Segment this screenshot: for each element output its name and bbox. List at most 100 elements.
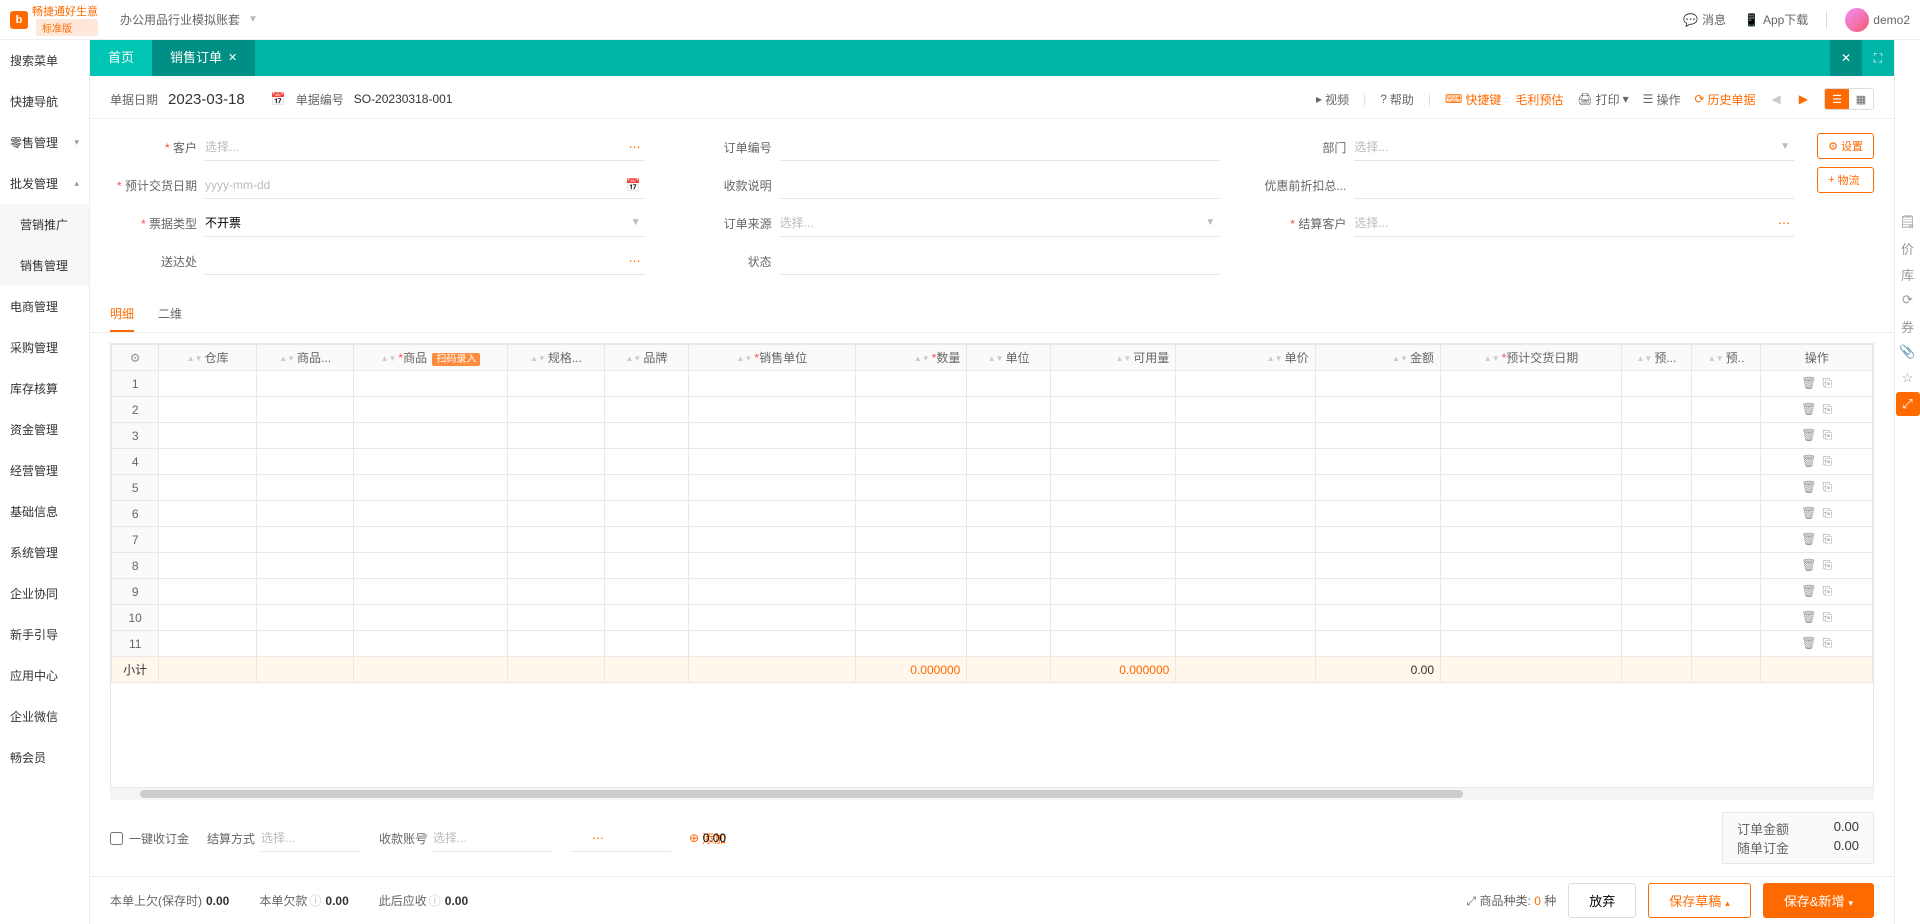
sidebar-item[interactable]: 零售管理▾ [0,122,89,163]
delivery-date-input[interactable] [205,178,622,192]
copy-row-icon[interactable]: ⎘ [1823,480,1833,494]
sidebar-item[interactable]: 电商管理 [0,286,89,327]
copy-row-icon[interactable]: ⎘ [1823,428,1833,442]
copy-row-icon[interactable]: ⎘ [1823,584,1833,598]
rt-history-icon[interactable]: ⟳ [1896,288,1920,312]
sidebar-item[interactable]: 应用中心 [0,655,89,696]
table-row[interactable]: 6🗑⎘ [112,501,1873,527]
tab-sales-order[interactable]: 销售订单 ✕ [152,40,255,76]
gross-profit-link[interactable]: 毛利预估 [1515,91,1563,108]
table-row[interactable]: 5🗑⎘ [112,475,1873,501]
tab-home[interactable]: 首页 [90,40,152,76]
more-icon[interactable]: ⋯ [1774,216,1794,230]
table-row[interactable]: 10🗑⎘ [112,605,1873,631]
table-row[interactable]: 9🗑⎘ [112,579,1873,605]
chevron-down-icon[interactable]: ▼ [416,832,434,843]
order-source-input[interactable] [780,216,1202,230]
sidebar-item[interactable]: 基础信息 [0,491,89,532]
next-doc[interactable]: ▶ [1797,92,1810,106]
copy-row-icon[interactable]: ⎘ [1823,454,1833,468]
sidebar-item[interactable]: 系统管理 [0,532,89,573]
delete-row-icon[interactable]: 🗑 [1801,610,1816,624]
more-icon[interactable]: ⋯ [625,140,645,154]
deposit-checkbox[interactable]: 一键收订金 [110,830,189,847]
message-button[interactable]: 💬 消息 [1683,11,1726,28]
chevron-down-icon[interactable]: ▼ [627,217,645,228]
table-row[interactable]: 8🗑⎘ [112,553,1873,579]
pre-discount-input[interactable] [1354,178,1794,192]
sidebar-item[interactable]: 资金管理 [0,409,89,450]
video-link[interactable]: ▸ 视频 [1316,91,1349,108]
table-row[interactable]: 1🗑⎘ [112,371,1873,397]
table-settings[interactable]: ⚙ [112,345,159,371]
table-row[interactable]: 2🗑⎘ [112,397,1873,423]
app-download-button[interactable]: 📱 App下载 [1744,11,1808,28]
save-draft-button[interactable]: 保存草稿▴ [1648,883,1751,918]
table-row[interactable]: 7🗑⎘ [112,527,1873,553]
chevron-down-icon[interactable]: ▼ [1776,141,1794,152]
deposit-checkbox-input[interactable] [110,832,123,845]
view-grid[interactable]: ▦ [1849,89,1873,109]
calendar-icon[interactable]: 📅 [622,178,645,192]
delete-row-icon[interactable]: 🗑 [1801,480,1816,494]
copy-row-icon[interactable]: ⎘ [1823,558,1833,572]
delete-row-icon[interactable]: 🗑 [1801,558,1816,572]
sidebar-item[interactable]: 营销推广 [0,204,89,245]
account-input[interactable] [433,831,588,845]
rt-ticket-icon[interactable]: 券 [1896,314,1920,338]
sidebar-item[interactable]: 批发管理▴ [0,163,89,204]
view-list[interactable]: ☰ [1825,89,1849,109]
sidebar-item[interactable]: 新手引导 [0,614,89,655]
delivery-addr-input[interactable] [205,254,625,268]
sidebar-item[interactable]: 企业微信 [0,696,89,737]
delete-row-icon[interactable]: 🗑 [1801,376,1816,390]
user-menu[interactable]: demo2 [1845,8,1910,32]
calendar-icon[interactable]: 📅 [271,92,286,106]
chevron-down-icon[interactable]: ▼ [1201,217,1219,228]
tab-2d[interactable]: 二维 [158,297,182,332]
save-new-button[interactable]: 保存&新增▾ [1763,883,1874,918]
discard-button[interactable]: 放弃 [1568,883,1636,918]
status-input[interactable] [780,254,1220,268]
copy-row-icon[interactable]: ⎘ [1823,532,1833,546]
scan-badge[interactable]: 扫码录入 [432,353,480,366]
print-button[interactable]: 🖨 打印 ▾ [1577,91,1628,108]
rt-note-icon[interactable]: 🗒 [1896,210,1920,234]
customer-input[interactable] [205,140,625,154]
operate-button[interactable]: ☰ 操作 [1643,91,1681,108]
expand-icon[interactable]: ⤢ [1467,894,1477,908]
sidebar-item[interactable]: 搜索菜单 [0,40,89,81]
copy-row-icon[interactable]: ⎘ [1823,506,1833,520]
table-row[interactable]: 11🗑⎘ [112,631,1873,657]
invoice-type-input[interactable] [205,216,627,230]
rt-expand-icon[interactable]: ⤢ [1896,392,1920,416]
rt-star-icon[interactable]: ☆ [1896,366,1920,390]
copy-row-icon[interactable]: ⎘ [1823,376,1833,390]
delete-row-icon[interactable]: 🗑 [1801,402,1816,416]
horizontal-scrollbar[interactable] [110,788,1874,800]
tabs-close-all[interactable]: ✕ [1830,40,1862,76]
shortcut-link[interactable]: ⌨ 快捷键 [1445,91,1501,108]
receipt-note-input[interactable] [780,178,1220,192]
copy-row-icon[interactable]: ⎘ [1823,610,1833,624]
rt-price-icon[interactable]: 价 [1896,236,1920,260]
sidebar-item[interactable]: 畅会员 [0,737,89,778]
delete-row-icon[interactable]: 🗑 [1801,454,1816,468]
delete-row-icon[interactable]: 🗑 [1801,506,1816,520]
prev-doc[interactable]: ◀ [1770,92,1783,106]
sidebar-item[interactable]: 经营管理 [0,450,89,491]
sidebar-item[interactable]: 销售管理 [0,245,89,286]
more-icon[interactable]: ⋯ [625,254,645,268]
close-icon[interactable]: ✕ [228,40,237,76]
table-row[interactable]: 4🗑⎘ [112,449,1873,475]
delete-row-icon[interactable]: 🗑 [1801,636,1816,650]
sidebar-item[interactable]: 企业协同 [0,573,89,614]
logistics-button[interactable]: + 物流 [1817,167,1874,193]
tabs-fullscreen[interactable]: ⛶ [1862,40,1894,76]
rt-attach-icon[interactable]: 📎 [1896,340,1920,364]
copy-row-icon[interactable]: ⎘ [1823,402,1833,416]
settle-customer-input[interactable] [1354,216,1774,230]
dept-input[interactable] [1354,140,1776,154]
delete-row-icon[interactable]: 🗑 [1801,428,1816,442]
sidebar-item[interactable]: 库存核算 [0,368,89,409]
